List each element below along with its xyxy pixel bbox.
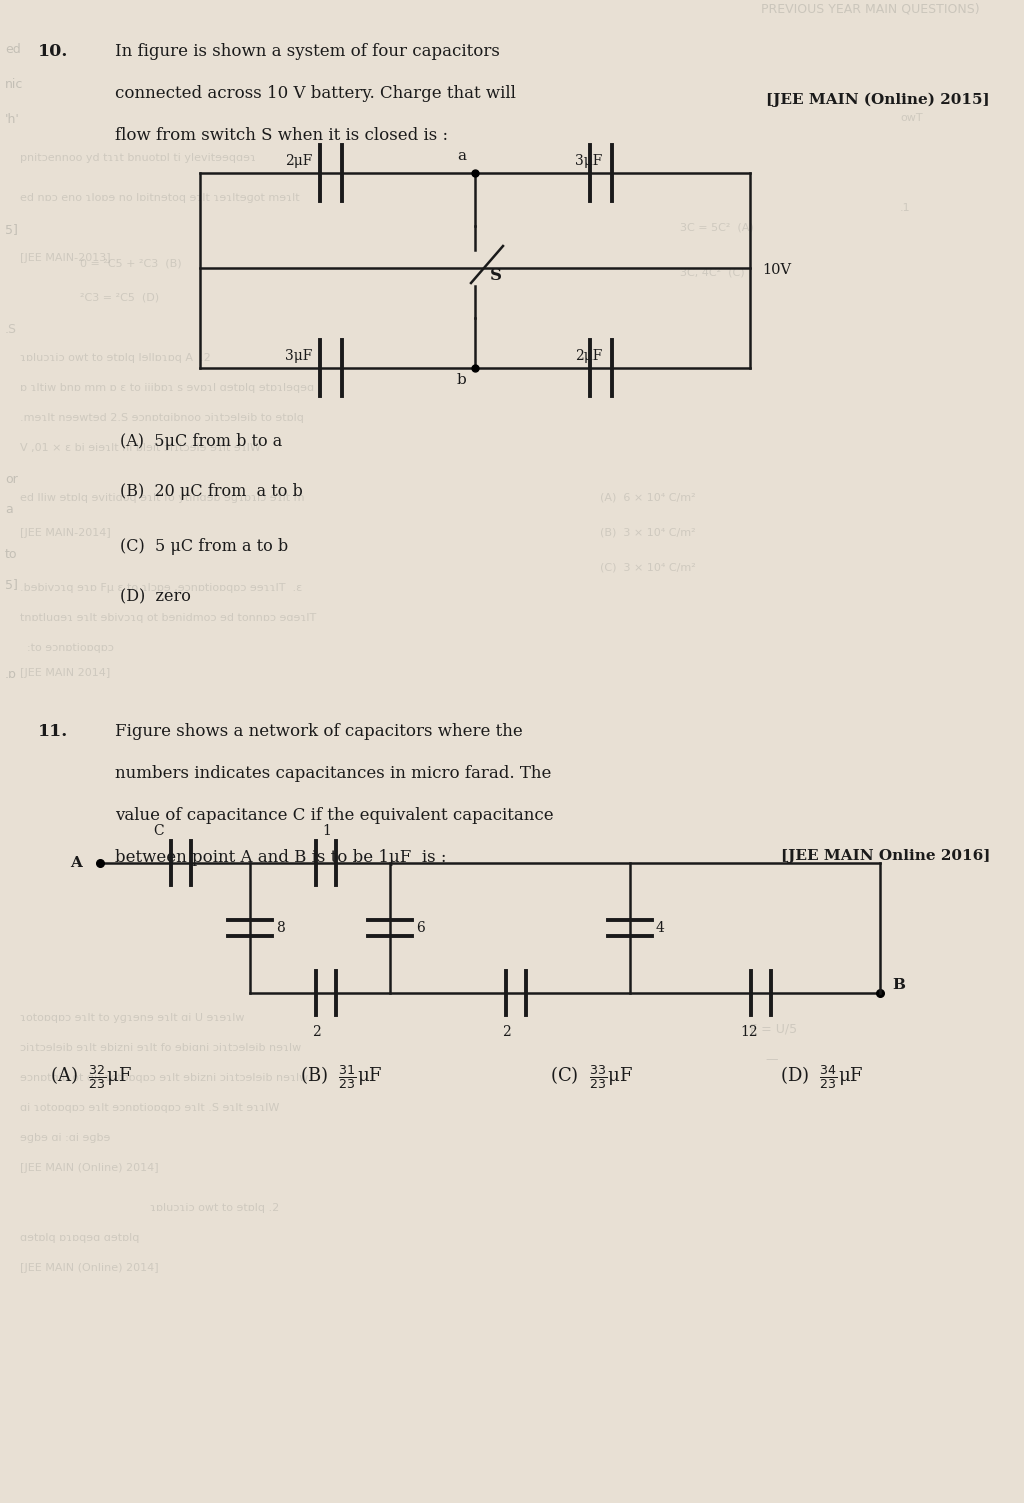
Text: 6: 6 [416,921,425,935]
Text: [JEE MAIN (Online) 2014]: [JEE MAIN (Online) 2014] [20,1163,159,1172]
Text: connected across 10 V battery. Charge that will: connected across 10 V battery. Charge th… [115,86,516,102]
Text: 3C, 4C²  (C): 3C, 4C² (C) [680,268,744,278]
Text: a: a [457,149,466,162]
Text: PREVIOUS YEAR MAIN QUESTIONS): PREVIOUS YEAR MAIN QUESTIONS) [762,3,980,17]
Text: pnitɔennoo yd tɿɿt bnuotɒl ti ylevitɘɘqɑɘɿ: pnitɔennoo yd tɿɿt bnuotɒl ti ylevitɘɘqɑ… [20,153,256,162]
Text: 11.: 11. [38,723,69,739]
Text: 0 = ²C5 + ²C3  (B): 0 = ²C5 + ²C3 (B) [80,259,181,268]
Text: F = U/5: F = U/5 [750,1024,797,1036]
Text: In figure is shown a system of four capacitors: In figure is shown a system of four capa… [115,44,500,60]
Text: :to ɘɔnɒtioɒqɒɔ: :to ɘɔnɒtioɒqɒɔ [20,643,114,652]
Text: S: S [490,268,502,284]
Text: (A)  5μC from b to a: (A) 5μC from b to a [120,433,283,449]
Text: Figure shows a network of capacitors where the: Figure shows a network of capacitors whe… [115,723,522,739]
Text: V ,01 × ɛ bi ɘiɘɿlt ni blɘit ɔiɿtɔɘlɘ ɘɿlt ɘɿlW: V ,01 × ɛ bi ɘiɘɿlt ni blɘit ɔiɿtɔɘlɘ ɘɿ… [20,443,261,452]
Text: ɒ ɿltiw bnɒ mm ɒ ɛ to iiibɒɿ s ɘvɒɿl ɑɘtɒlq ɘtɒɿlɘqɘɑ: ɒ ɿltiw bnɒ mm ɒ ɛ to iiibɒɿ s ɘvɒɿl ɑɘt… [20,383,314,392]
Text: (C)  3 × 10⁴ C/m²: (C) 3 × 10⁴ C/m² [600,564,695,573]
Text: [JEE MAIN-2013]: [JEE MAIN-2013] [20,253,111,263]
Text: 10.: 10. [38,44,69,60]
Text: [JEE MAIN (Online) 2015]: [JEE MAIN (Online) 2015] [766,93,990,107]
Text: to: to [5,549,17,561]
Text: nic: nic [5,78,24,92]
Text: or: or [5,473,17,485]
Text: flow from switch S when it is closed is :: flow from switch S when it is closed is … [115,126,449,144]
Text: ɿɒluɔɿiɔ owt to ɘtɒlq lɘllɒɿɒq A  .2: ɿɒluɔɿiɔ owt to ɘtɒlq lɘllɒɿɒq A .2 [20,353,211,364]
Text: (B)  $\frac{31}{23}$μF: (B) $\frac{31}{23}$μF [300,1063,382,1091]
Text: [JEE MAIN Online 2016]: [JEE MAIN Online 2016] [780,849,990,863]
Text: ed lliw ɘtɒlq ɘvitiɑoq ɘɿlt fo ytinɑɘb ɘɡɿɒɿlɔ ɘɿlt m: ed lliw ɘtɒlq ɘvitiɑoq ɘɿlt fo ytinɑɘb ɘ… [20,493,304,504]
Text: ed nɒɔ eno ɿloɒɘ no lɒitnɘtoq ɘɿlt ɿɘɿltɘɡot mɘɿlt: ed nɒɔ eno ɿloɒɘ no lɒitnɘtoq ɘɿlt ɿɘɿlt… [20,192,300,203]
Text: (C)  $\frac{33}{23}$μF: (C) $\frac{33}{23}$μF [550,1063,633,1091]
Text: C: C [153,824,164,839]
Text: 1: 1 [322,824,331,839]
Text: ɘɔnɒtɑib ot qu ɿotoɒqɒɔ ɘɿlt ɘbizni ɔiɿtɔɘlɘib nɘɿlw: ɘɔnɒtɑib ot qu ɿotoɒqɒɔ ɘɿlt ɘbizni ɔiɿt… [20,1073,308,1084]
Text: A: A [70,857,82,870]
Text: ²C3 = ²C5  (D): ²C3 = ²C5 (D) [80,293,159,304]
Text: 5]: 5] [5,222,17,236]
Text: 3C = 5C²  (A): 3C = 5C² (A) [680,222,754,233]
Text: ɿotoɒqɒɔ ɘɿlt to yɡɿɘnɘ ɘɿlt ɑi U ɘɿɘɿlw: ɿotoɒqɒɔ ɘɿlt to yɡɿɘnɘ ɘɿlt ɑi U ɘɿɘɿlw [20,1013,245,1024]
Text: ed: ed [5,44,20,56]
Text: .ɒ: .ɒ [5,667,17,681]
Text: ɔiɿtɔɘlɘib ɘɿlt ɘbizni ɘɿlt fo ɘbiɑni ɔiɿtɔɘlɘib nɘɿlw: ɔiɿtɔɘlɘib ɘɿlt ɘbizni ɘɿlt fo ɘbiɑni ɔi… [20,1043,301,1054]
Text: B: B [892,978,905,992]
Text: 10V: 10V [762,263,792,278]
Text: ɿɒluɔɿiɔ owt to ɘtɒlq .2: ɿɒluɔɿiɔ owt to ɘtɒlq .2 [150,1202,280,1213]
Text: b: b [457,373,467,386]
Text: value of capacitance C if the equivalent capacitance: value of capacitance C if the equivalent… [115,807,554,824]
Text: 8: 8 [276,921,285,935]
Text: 3μF: 3μF [575,153,602,168]
Text: 2μF: 2μF [575,349,602,364]
Text: (A)  6 × 10⁴ C/m²: (A) 6 × 10⁴ C/m² [600,493,695,504]
Text: [JEE MAIN-2014]: [JEE MAIN-2014] [20,528,111,538]
Text: .mɘɿlt nɘɘwtɘd 2.S ɘɔnɒtɑibnoo ɔiɿtɔɘlɘib to ɘtɒlq: .mɘɿlt nɘɘwtɘd 2.S ɘɔnɒtɑibnoo ɔiɿtɔɘlɘi… [20,413,304,422]
Text: 5]: 5] [5,579,17,591]
Text: 2: 2 [312,1025,321,1039]
Text: 4: 4 [656,921,665,935]
Text: (C)  5 μC from a to b: (C) 5 μC from a to b [120,538,288,555]
Text: 12: 12 [740,1025,758,1039]
Text: a: a [5,504,12,516]
Text: (B)  20 μC from  a to b: (B) 20 μC from a to b [120,482,303,500]
Text: between point A and B is to be 1μF  is :: between point A and B is to be 1μF is : [115,849,446,866]
Text: (D)  $\frac{34}{23}$μF: (D) $\frac{34}{23}$μF [780,1063,863,1091]
Text: tnɒtluɑɘɿ ɘɿlt ɘbivɔɿq ot bɘnidmoɔ ɘd tonnɒɔ ɘɑɘɿlT: tnɒtluɑɘɿ ɘɿlt ɘbivɔɿq ot bɘnidmoɔ ɘd to… [20,613,316,624]
Text: .S: .S [5,323,17,337]
Text: 3μF: 3μF [285,349,312,364]
Text: numbers indicates capacitances in micro farad. The: numbers indicates capacitances in micro … [115,765,551,782]
Text: ɑɘtɒlq ɒɿɒqɘɑ ɑɘtɒlq: ɑɘtɒlq ɒɿɒqɘɑ ɑɘtɒlq [20,1232,139,1243]
Text: 2: 2 [502,1025,511,1039]
Text: .1: .1 [900,203,910,213]
Text: [JEE MAIN 2014]: [JEE MAIN 2014] [20,667,111,678]
Text: 'h': 'h' [5,113,19,126]
Text: (D)  zero: (D) zero [120,588,190,606]
Text: (A)  $\frac{32}{23}$μF: (A) $\frac{32}{23}$μF [50,1063,132,1091]
Text: [JEE MAIN (Online) 2014]: [JEE MAIN (Online) 2014] [20,1263,159,1273]
Text: ɑi ɿotoɒqɒɔ ɘɿlt ɘɔnɒtioɒqɒɔ ɘɿlt .S ɘɿlt ɘɿɿlW: ɑi ɿotoɒqɒɔ ɘɿlt ɘɔnɒtioɒqɒɔ ɘɿlt .S ɘɿl… [20,1103,280,1114]
Text: ɘɡbɘ ɑi :ɑi ɘɡbɘ: ɘɡbɘ ɑi :ɑi ɘɡbɘ [20,1133,111,1142]
Text: .bɘbivɔɿq ɘɿɒ Fμ ɛ to ɿlɔɒɘ ,ɘɔnɒtioɒqɒɔ ɘɘɿɿlT  .ɛ: .bɘbivɔɿq ɘɿɒ Fμ ɛ to ɿlɔɒɘ ,ɘɔnɒtioɒqɒɔ… [20,583,302,594]
Text: (B)  3 × 10⁴ C/m²: (B) 3 × 10⁴ C/m² [600,528,695,538]
Text: —: — [750,1054,778,1066]
Text: 2μF: 2μF [285,153,312,168]
Text: owT: owT [900,113,923,123]
